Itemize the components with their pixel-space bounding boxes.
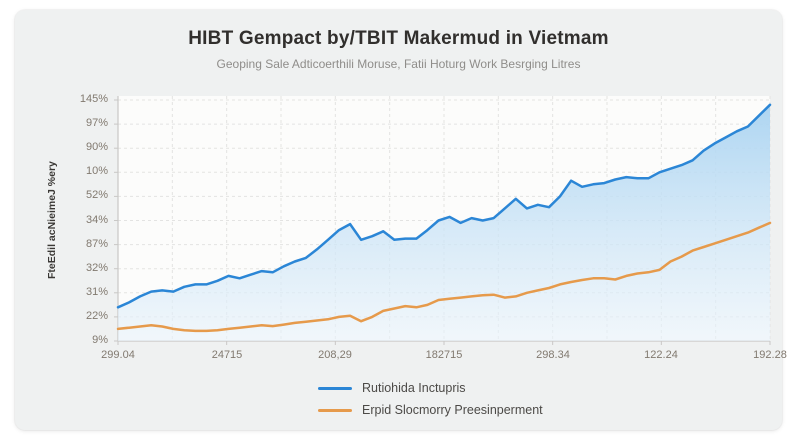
x-tick-label: 192.28: [753, 349, 787, 361]
y-tick-label: 34%: [85, 214, 108, 226]
y-tick-label: 10%: [85, 165, 108, 177]
y-tick-label: 22%: [85, 310, 108, 322]
y-tick-label: 52%: [85, 189, 108, 201]
chart-card: HIBT Gempact by/TBIT Makermud in Vietmam…: [15, 10, 782, 430]
x-tick-label: 24715: [211, 349, 243, 361]
y-tick-label: 97%: [85, 117, 108, 129]
x-tick-label: 182715: [425, 349, 463, 361]
legend-line-swatch-blue: [318, 386, 352, 390]
y-tick-label: 31%: [85, 286, 108, 298]
legend-line-swatch-orange: [318, 408, 352, 412]
chart-legend: Rutiohida Inctupris Erpid Slocmorry Pree…: [318, 381, 543, 417]
x-tick-label: 122.24: [644, 349, 678, 361]
legend-item-series-1[interactable]: Rutiohida Inctupris: [318, 381, 543, 395]
legend-label: Rutiohida Inctupris: [362, 381, 466, 395]
x-tick-label: 208,29: [318, 349, 352, 361]
y-tick-label: 90%: [85, 141, 108, 153]
chart-subtitle: Geoping Sale Adticoerthili Moruse, Fatii…: [216, 57, 581, 71]
chart-title: HIBT Gempact by/TBIT Makermud in Vietmam: [188, 28, 609, 49]
x-tick-label: 298.34: [536, 349, 570, 361]
y-tick-label: 9%: [92, 334, 108, 346]
y-tick-label: 87%: [85, 238, 108, 250]
y-tick-label: 32%: [85, 262, 108, 274]
y-tick-label: 145%: [79, 93, 108, 105]
legend-label: Erpid Slocmorry Preesinperment: [362, 403, 543, 417]
legend-item-series-2[interactable]: Erpid Slocmorry Preesinperment: [318, 403, 543, 417]
x-tick-label: 299.04: [101, 349, 135, 361]
